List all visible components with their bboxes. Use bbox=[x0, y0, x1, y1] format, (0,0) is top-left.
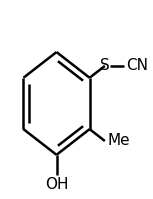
Text: CN: CN bbox=[126, 58, 148, 73]
Text: Me: Me bbox=[108, 134, 130, 148]
Text: OH: OH bbox=[45, 177, 68, 192]
Text: S: S bbox=[100, 58, 110, 73]
